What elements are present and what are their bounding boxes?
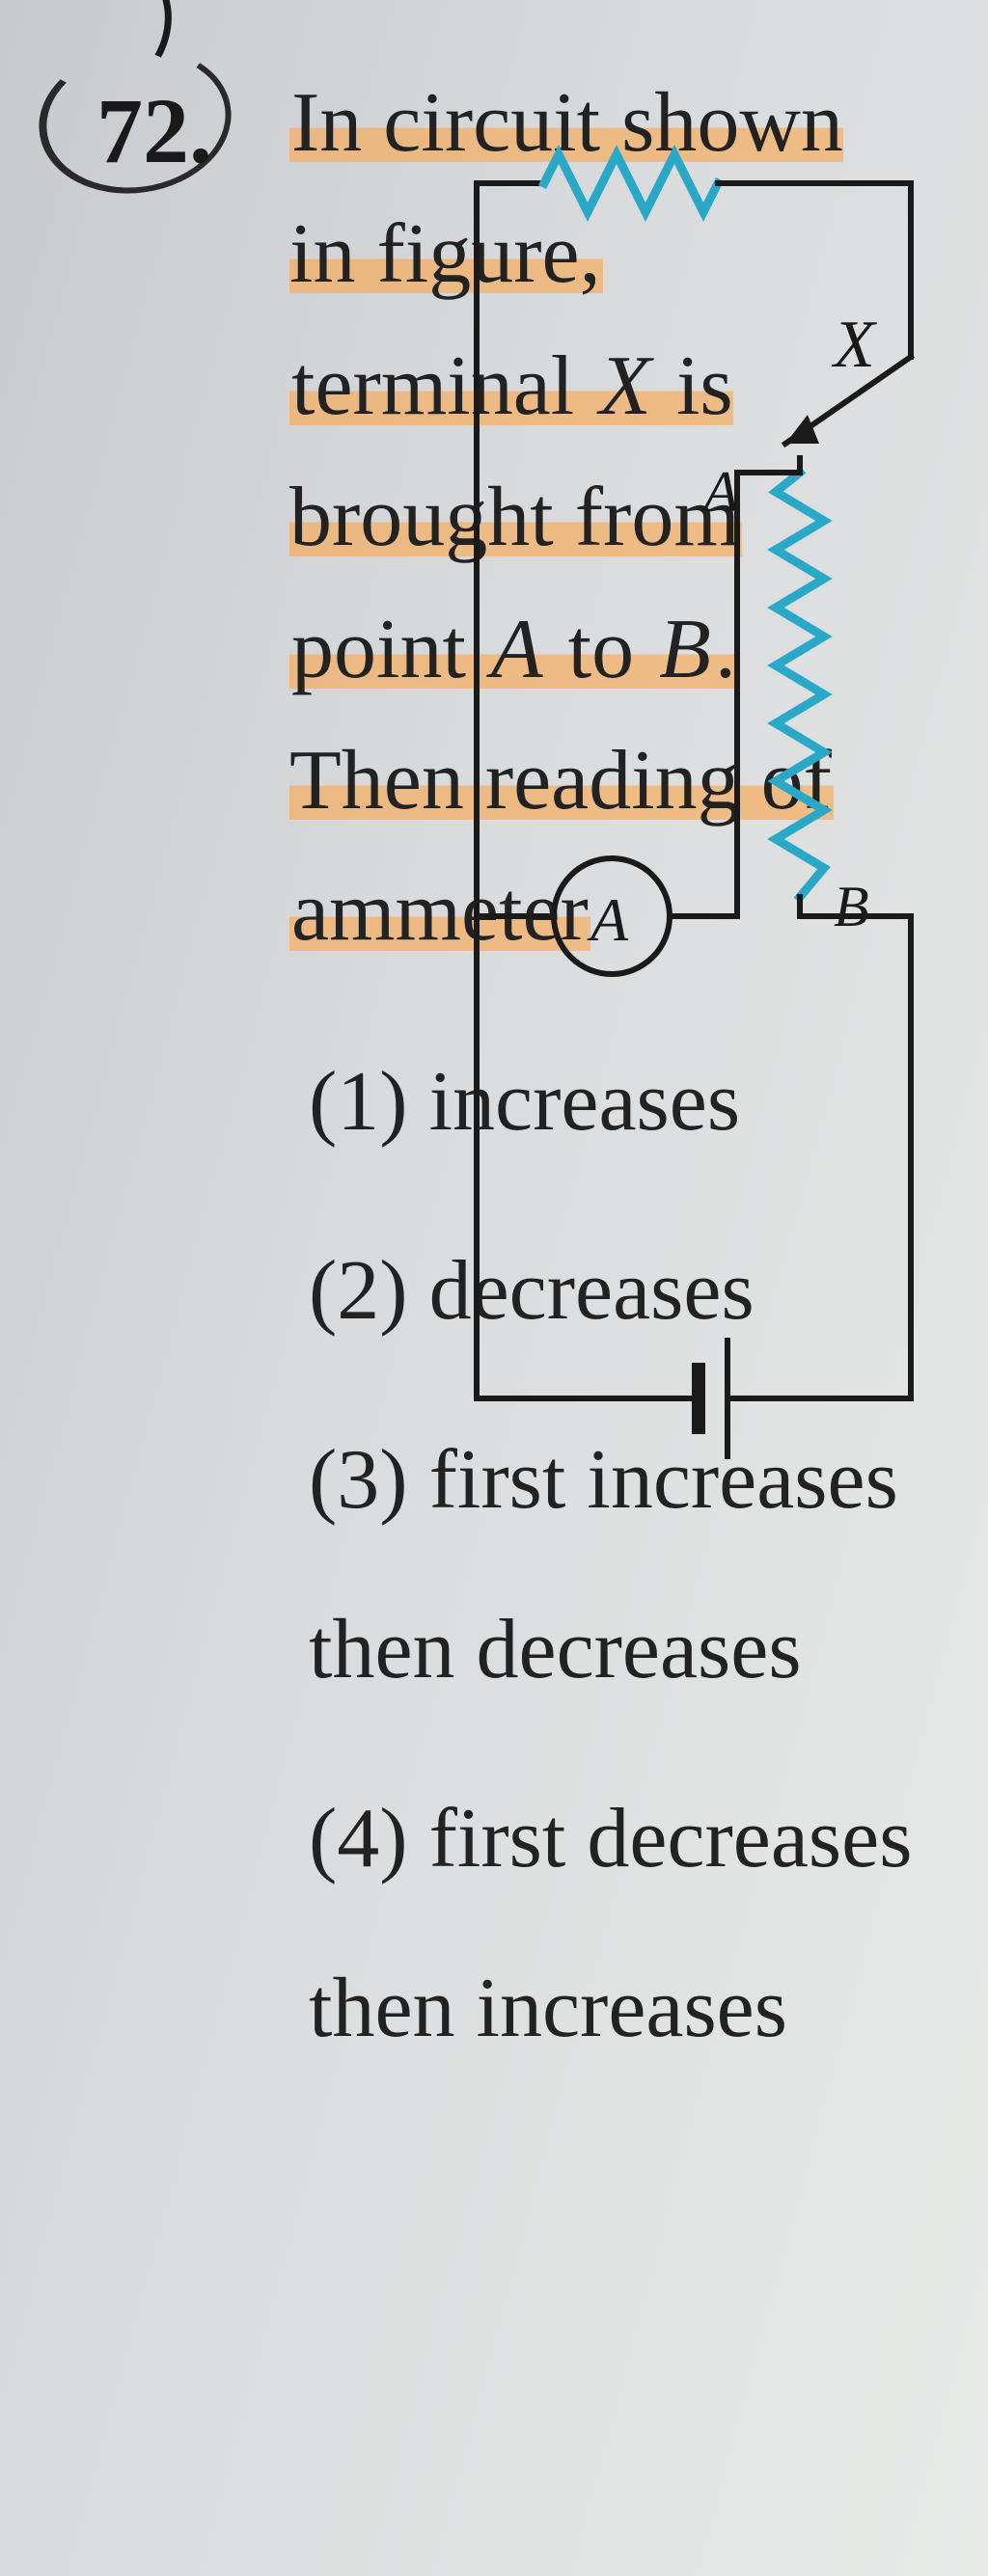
label-x: X <box>831 308 878 382</box>
exam-page: 72. In circuit shown in figure, terminal… <box>0 0 988 2576</box>
label-ammeter: A <box>587 885 629 954</box>
arrowhead-icon <box>785 415 819 444</box>
question-number: 72. <box>96 77 212 184</box>
label-b-point: B <box>834 875 869 938</box>
label-a-point: A <box>700 460 739 524</box>
circuit-svg: X A B A <box>419 125 959 1476</box>
option-4: (4) first decreases then increases <box>309 1754 949 2094</box>
resistor-top <box>544 154 718 212</box>
rheostat <box>776 473 824 897</box>
circuit-diagram: X A B A <box>419 125 959 1476</box>
